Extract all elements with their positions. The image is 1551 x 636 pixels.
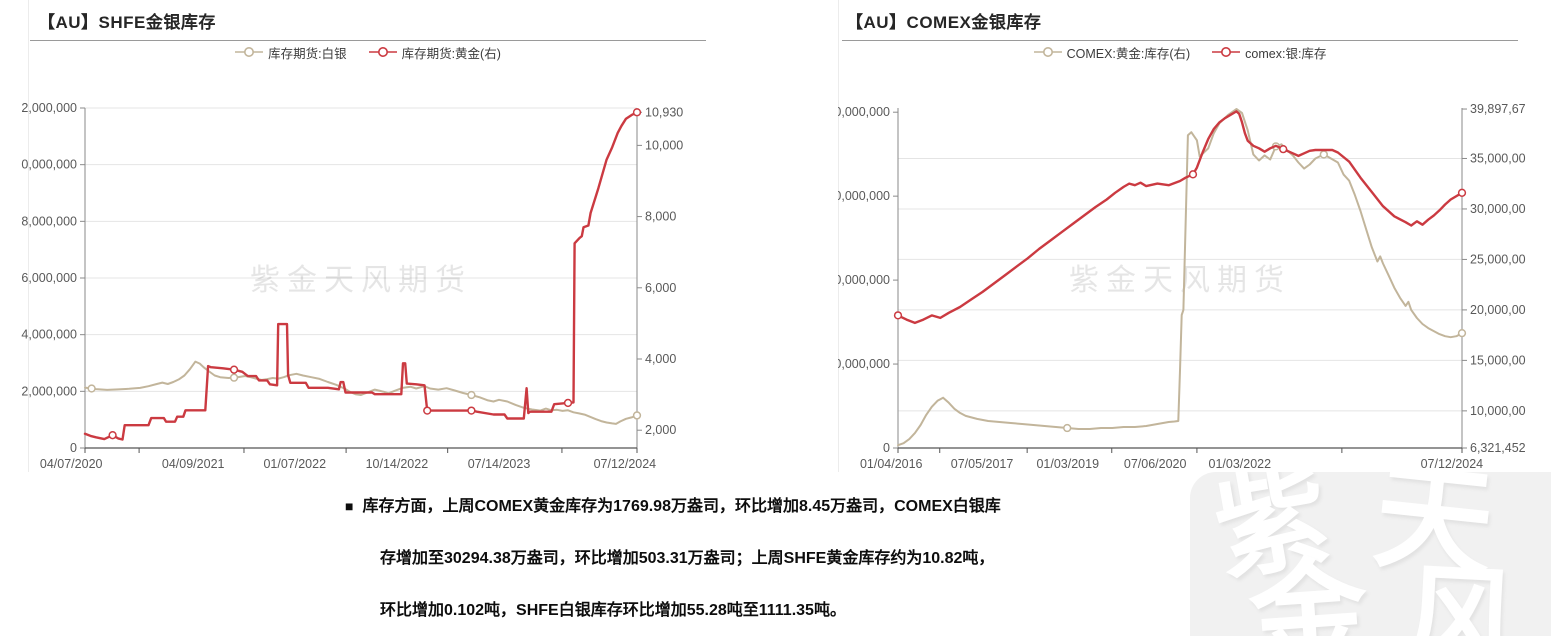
svg-text:10,000: 10,000 [645,138,683,152]
svg-text:6,321,452: 6,321,452 [1470,441,1526,455]
comex-title-separator [842,40,1518,41]
svg-text:15,000,00: 15,000,00 [1470,353,1526,367]
svg-text:2,000: 2,000 [645,423,676,437]
chart-watermark: 紫金天风期货 [250,264,472,297]
svg-text:0,000,000: 0,000,000 [838,273,890,287]
legend-line-marker-icon [235,47,264,57]
svg-text:04/07/2020: 04/07/2020 [40,457,103,471]
chart-watermark: 紫金天风期货 [1069,264,1291,297]
shfe-chart-title: 【AU】SHFE金银库存 [38,13,216,32]
svg-text:07/06/2020: 07/06/2020 [1124,457,1187,471]
svg-text:0,000,000: 0,000,000 [21,158,77,172]
svg-text:07/05/2017: 07/05/2017 [951,457,1014,471]
svg-text:8,000,000: 8,000,000 [21,214,77,228]
svg-text:6,000,000: 6,000,000 [21,271,77,285]
svg-text:25,000,00: 25,000,00 [1470,252,1526,266]
svg-text:10,930: 10,930 [645,105,683,119]
shfe-title-separator [30,40,706,41]
svg-text:30,000,00: 30,000,00 [1470,202,1526,216]
svg-text:4,000: 4,000 [645,352,676,366]
svg-text:2,000,000: 2,000,000 [21,384,77,398]
shfe-chart-plot: 0 2,000,000 4,000,000 6,000,000 8,000,000 0,0… [21,101,683,471]
svg-text:0: 0 [70,441,77,455]
svg-text:4,000,000: 4,000,000 [21,328,77,342]
legend-item: comex:银:库存 [1212,43,1326,62]
legend-item: COMEX:黄金:库存(右) [1033,43,1191,62]
svg-text:01/03/2022: 01/03/2022 [1209,457,1272,471]
svg-text:01/04/2016: 01/04/2016 [860,457,923,471]
legend-label: 库存期货:黄金(右) [401,46,501,61]
svg-text:10/14/2022: 10/14/2022 [366,457,429,471]
watermark-glyph: 金 [1245,547,1373,636]
summary-note: ■ 库存方面，上周COMEX黄金库存为1769.98万盎司，环比增加8.45万盎司… [345,480,1001,636]
svg-text:20,000,00: 20,000,00 [1470,303,1526,317]
svg-text:6,000: 6,000 [645,281,676,295]
legend-label: COMEX:黄金:库存(右) [1066,46,1191,61]
svg-text:07/12/2024: 07/12/2024 [1421,457,1484,471]
note-line-2: 存增加至30294.38万盎司，环比增加503.31万盎司；上周SHFE黄金库存… [380,550,995,567]
right-panel-border [838,0,839,472]
svg-text:0,000,000: 0,000,000 [838,357,890,371]
svg-text:07/14/2023: 07/14/2023 [468,457,531,471]
shfe-chart-legend: 库存期货:白银 库存期货:黄金(右) [30,43,706,61]
legend-line-marker-icon [368,47,397,57]
svg-text:8,000: 8,000 [645,210,676,224]
comex-chart-legend: COMEX:黄金:库存(右) comex:银:库存 [842,43,1518,61]
comex-chart-plot: 0 0,000,000 0,000,000 0,000,000 0,000,000 6,3… [838,102,1526,471]
svg-text:04/09/2021: 04/09/2021 [162,457,225,471]
brand-watermark: 紫 天 金 风 [1190,472,1551,636]
svg-text:35,000,00: 35,000,00 [1470,151,1526,165]
legend-item: 库存期货:白银 [235,43,347,62]
note-line-1: ■ 库存方面，上周COMEX黄金库存为1769.98万盎司，环比增加8.45万盎司… [345,480,1001,533]
svg-text:01/03/2019: 01/03/2019 [1036,457,1099,471]
svg-text:07/12/2024: 07/12/2024 [594,457,657,471]
left-panel-border [28,0,29,472]
svg-text:2,000,000: 2,000,000 [21,101,77,115]
watermark-glyph: 风 [1401,554,1521,636]
legend-label: 库存期货:白银 [268,46,347,61]
svg-text:01/07/2022: 01/07/2022 [263,457,326,471]
legend-label: comex:银:库存 [1245,46,1327,61]
note-text: 库存方面，上周COMEX黄金库存为1769.98万盎司，环比增加8.45万盎司，… [362,498,1001,515]
legend-item: 库存期货:黄金(右) [368,43,501,62]
note-line-3: 环比增加0.102吨，SHFE白银库存环比增加55.28吨至1111.35吨。 [380,602,846,619]
svg-text:0,000,000: 0,000,000 [838,189,890,203]
svg-text:0: 0 [883,441,890,455]
legend-line-marker-icon [1033,47,1062,57]
legend-line-marker-icon [1212,47,1241,57]
svg-text:39,897,67: 39,897,67 [1470,102,1526,116]
bullet-icon: ■ [345,498,354,514]
svg-text:10,000,00: 10,000,00 [1470,404,1526,418]
comex-chart-title: 【AU】COMEX金银库存 [846,13,1042,32]
svg-text:0,000,000: 0,000,000 [838,105,890,119]
